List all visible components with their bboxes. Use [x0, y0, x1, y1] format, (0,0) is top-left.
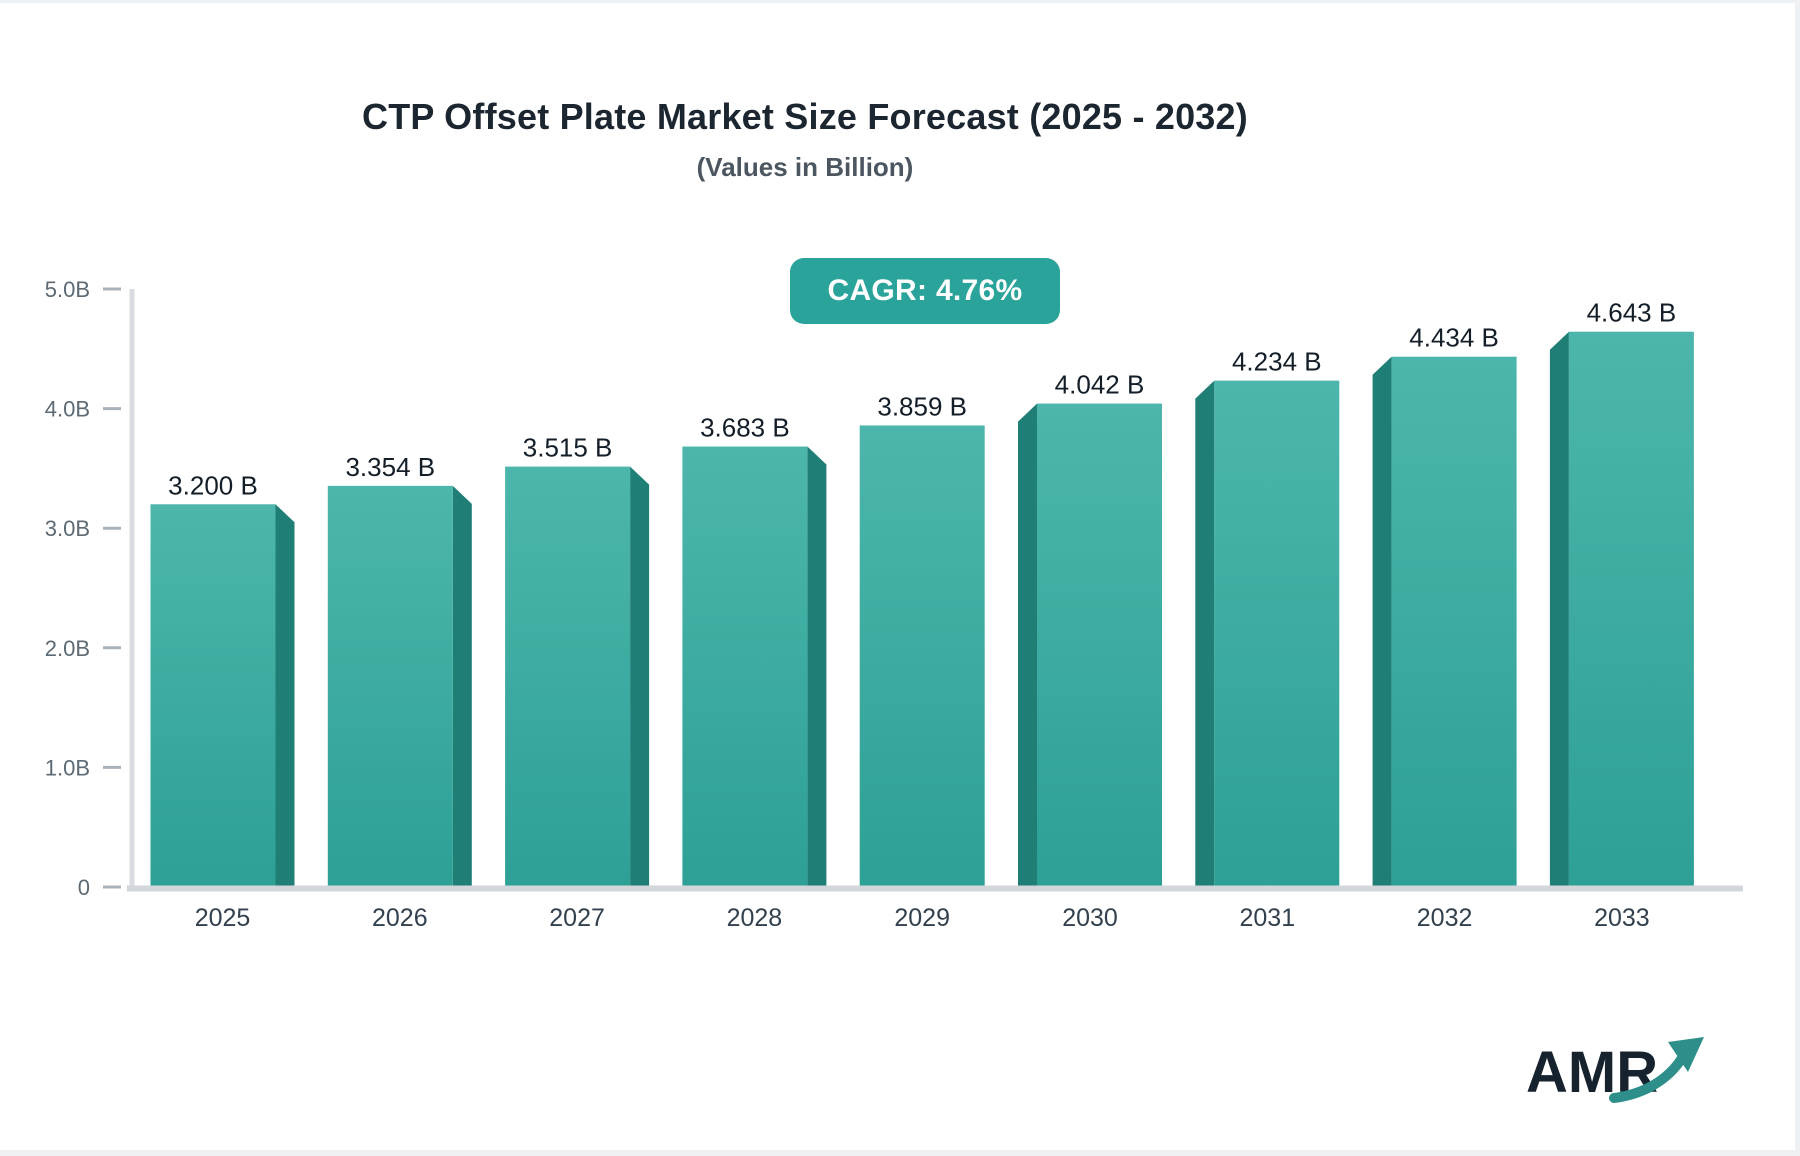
bar-side-face — [1195, 380, 1215, 887]
x-tick-label: 2027 — [549, 904, 605, 932]
bar-value-label: 4.042 B — [1055, 370, 1145, 400]
bar-2028 — [682, 446, 808, 887]
bar-2025 — [150, 504, 276, 887]
bar-side-face — [452, 485, 472, 887]
bar-side-face — [1549, 331, 1569, 887]
amr-logo: AMR — [1522, 1030, 1722, 1114]
y-tick-label: 3.0B — [45, 516, 90, 541]
bar-side-face — [1372, 356, 1392, 887]
y-tick-label: 0 — [78, 875, 90, 900]
bar-value-label: 3.683 B — [700, 413, 790, 443]
bar-2027 — [505, 466, 631, 887]
x-tick-label: 2032 — [1417, 904, 1473, 932]
cagr-badge: CAGR: 4.76% — [790, 258, 1060, 324]
arrow-icon — [1609, 1053, 1687, 1103]
x-tick-label: 2031 — [1239, 904, 1295, 932]
bar-2032 — [1391, 356, 1517, 887]
bar-side-face — [630, 466, 650, 887]
y-tick-label: 4.0B — [45, 397, 90, 422]
x-tick-label: 2028 — [727, 904, 783, 932]
y-tick-label: 1.0B — [45, 755, 90, 780]
chart-subtitle: (Values in Billion) — [696, 152, 914, 182]
chart-title: CTP Offset Plate Market Size Forecast (2… — [362, 96, 1248, 137]
y-tick-label: 2.0B — [45, 636, 90, 661]
x-tick-label: 2025 — [195, 904, 251, 932]
chart-header: CTP Offset Plate Market Size Forecast (2… — [0, 0, 1610, 183]
y-tick-label: 5.0B — [45, 277, 90, 302]
x-tick-label: 2026 — [372, 904, 428, 932]
x-tick-label: 2030 — [1062, 904, 1118, 932]
bar-value-label: 4.643 B — [1587, 298, 1677, 328]
x-tick-label: 2029 — [894, 904, 950, 932]
arrow-head-icon — [1668, 1037, 1704, 1072]
bar-2031 — [1214, 380, 1340, 887]
bar-value-label: 4.234 B — [1232, 347, 1322, 377]
bar-value-label: 4.434 B — [1409, 323, 1499, 353]
bar-side-face — [807, 446, 827, 887]
x-tick-label: 2033 — [1594, 904, 1650, 932]
bar-value-label: 3.515 B — [523, 433, 613, 463]
bar-side-face — [275, 504, 295, 887]
bar-side-face — [1018, 403, 1037, 887]
bar-value-label: 3.200 B — [168, 470, 258, 500]
bar-value-label: 3.859 B — [877, 391, 967, 421]
bar-2030 — [1037, 403, 1162, 887]
amr-logo-graphic: AMR — [1526, 1037, 1704, 1105]
bar-value-label: 3.354 B — [345, 452, 435, 482]
bar-2033 — [1568, 331, 1694, 887]
bar-2026 — [327, 485, 453, 887]
bar-2029 — [859, 425, 985, 887]
